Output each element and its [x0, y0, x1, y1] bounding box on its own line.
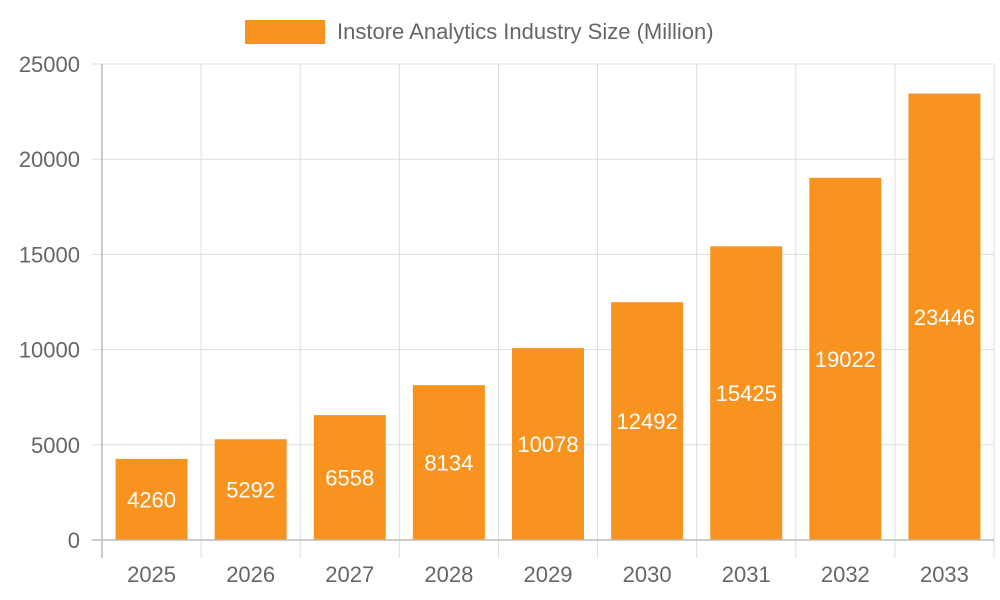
- x-tick-label: 2029: [524, 562, 573, 587]
- x-tick-label: 2031: [722, 562, 771, 587]
- x-tick-label: 2032: [821, 562, 870, 587]
- bar: [908, 93, 981, 540]
- y-tick-label: 10000: [19, 338, 80, 363]
- bars: 4260 5292 6558 8134 10078 12492 15425 19022 2344…: [115, 93, 981, 541]
- axes: [92, 63, 994, 558]
- bar: [512, 348, 584, 540]
- bar-value-label: 5292: [226, 478, 275, 503]
- y-tick-label: 0: [68, 528, 80, 553]
- bar: [710, 246, 783, 541]
- bar-value-label: 15425: [716, 381, 777, 406]
- y-tick-label: 5000: [31, 433, 80, 458]
- bar-value-label: 4260: [127, 487, 176, 512]
- x-tick-label: 2027: [325, 562, 374, 587]
- bar-value-label: 10078: [517, 432, 578, 457]
- chart-legend: Instore Analytics Industry Size (Million…: [245, 19, 714, 44]
- bar-value-label: 8134: [424, 451, 473, 476]
- x-tick-label: 2025: [127, 562, 176, 587]
- bar-value-label: 6558: [325, 466, 374, 491]
- x-tick-label: 2028: [424, 562, 473, 587]
- bar-value-label: 12492: [617, 409, 678, 434]
- bar-value-label: 23446: [914, 305, 975, 330]
- x-tick-label: 2030: [623, 562, 672, 587]
- legend-label: Instore Analytics Industry Size (Million…: [337, 19, 714, 44]
- bar: [412, 385, 485, 540]
- bar: [611, 302, 684, 540]
- grid: [102, 63, 995, 558]
- legend-swatch: [245, 20, 325, 44]
- bar: [115, 458, 188, 540]
- bar: [214, 439, 287, 540]
- bar: [313, 415, 386, 540]
- x-tick-label: 2026: [226, 562, 275, 587]
- y-tick-label: 20000: [19, 147, 80, 172]
- bar: [809, 177, 882, 541]
- y-tick-label: 15000: [19, 242, 80, 267]
- tick-labels: 0 5000 10000 15000 20000 25000 2025 2026 2027 202…: [19, 52, 969, 587]
- bar-value-label: 19022: [815, 347, 876, 372]
- x-tick-label: 2033: [920, 562, 969, 587]
- y-tick-label: 25000: [19, 52, 80, 77]
